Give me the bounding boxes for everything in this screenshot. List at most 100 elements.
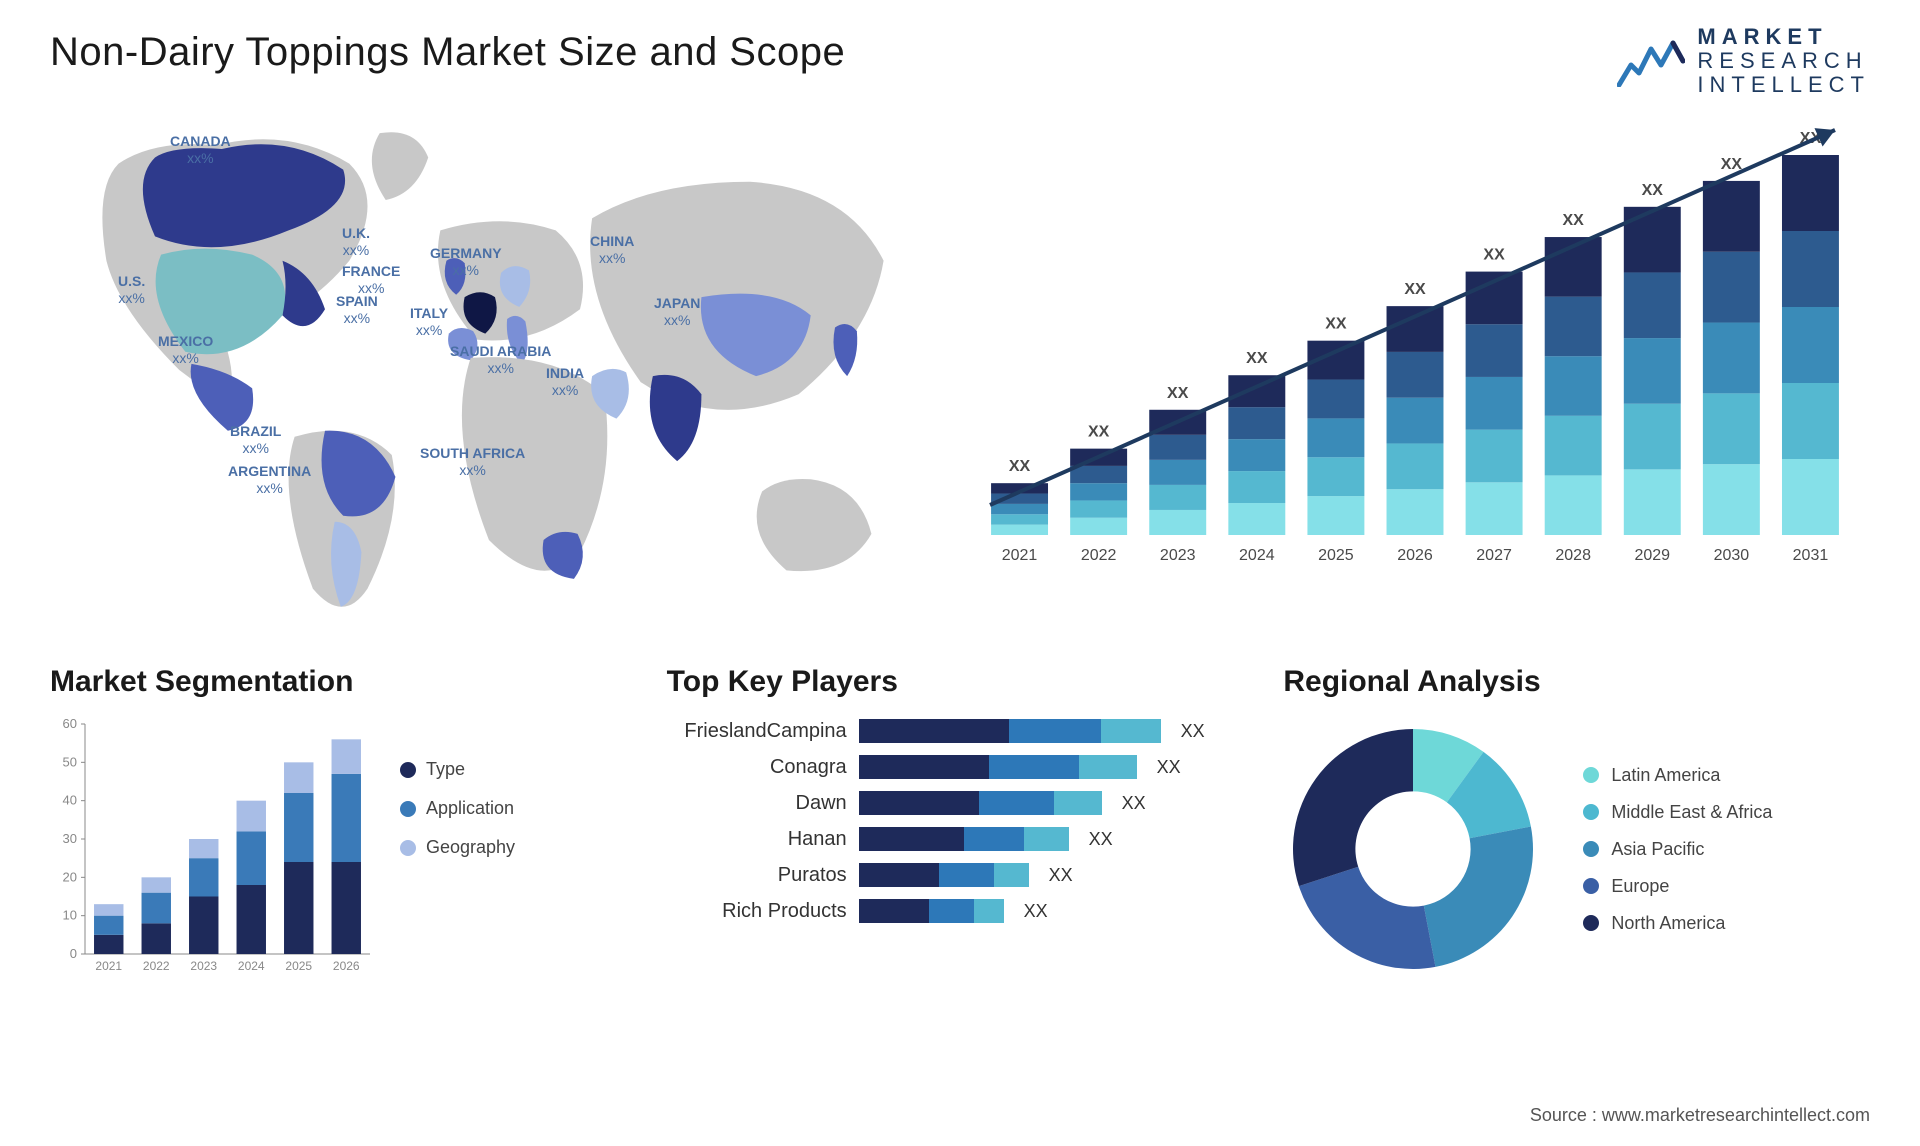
player-value: XX xyxy=(1089,829,1113,850)
svg-text:XX: XX xyxy=(1325,316,1347,333)
svg-text:2030: 2030 xyxy=(1714,547,1750,564)
svg-text:2027: 2027 xyxy=(1476,547,1512,564)
svg-text:2022: 2022 xyxy=(143,959,170,973)
player-row: Conagra XX xyxy=(667,755,1254,779)
svg-text:40: 40 xyxy=(63,793,77,808)
svg-text:2024: 2024 xyxy=(1239,547,1275,564)
svg-text:2031: 2031 xyxy=(1793,547,1829,564)
player-row: Dawn XX xyxy=(667,791,1254,815)
legend-item: Latin America xyxy=(1583,765,1772,786)
player-label: FrieslandCampina xyxy=(667,720,847,743)
svg-text:2026: 2026 xyxy=(1397,547,1433,564)
map-label: FRANCExx% xyxy=(342,263,400,297)
legend-item: Geography xyxy=(400,837,515,858)
logo-line2: RESEARCH xyxy=(1697,49,1870,73)
svg-text:XX: XX xyxy=(1009,458,1031,475)
segmentation-section: Market Segmentation 0 10 20 30 40 50 60 2021 202… xyxy=(50,665,637,1005)
map-label: ITALYxx% xyxy=(410,305,448,339)
player-value: XX xyxy=(1049,865,1073,886)
svg-text:XX: XX xyxy=(1721,156,1743,173)
player-row: Puratos XX xyxy=(667,863,1254,887)
player-row: Rich Products XX xyxy=(667,899,1254,923)
world-map: CANADAxx% U.S.xx% MEXICOxx% BRAZILxx% ARGENT… xyxy=(50,115,940,625)
player-bar xyxy=(859,863,1029,887)
map-label: JAPANxx% xyxy=(654,295,700,329)
svg-text:50: 50 xyxy=(63,754,77,769)
player-label: Hanan xyxy=(667,828,847,851)
map-label: CHINAxx% xyxy=(590,233,634,267)
logo: MARKET RESEARCH INTELLECT xyxy=(1617,25,1870,98)
svg-text:2023: 2023 xyxy=(1160,547,1196,564)
legend-item: Europe xyxy=(1583,876,1772,897)
map-label: ARGENTINAxx% xyxy=(228,463,311,497)
player-value: XX xyxy=(1181,721,1205,742)
segmentation-legend: Type Application Geography xyxy=(400,719,515,999)
svg-text:XX: XX xyxy=(1563,212,1585,229)
map-label: CANADAxx% xyxy=(170,133,231,167)
player-label: Conagra xyxy=(667,756,847,779)
regional-legend: Latin America Middle East & Africa Asia Pa… xyxy=(1583,765,1772,934)
map-label: SPAINxx% xyxy=(336,293,378,327)
svg-text:2024: 2024 xyxy=(238,959,265,973)
map-label: BRAZILxx% xyxy=(230,423,281,457)
player-bar xyxy=(859,791,1102,815)
legend-item: Application xyxy=(400,798,515,819)
map-label: SOUTH AFRICAxx% xyxy=(420,445,525,479)
player-bar xyxy=(859,719,1161,743)
player-label: Puratos xyxy=(667,864,847,887)
regional-title: Regional Analysis xyxy=(1283,665,1870,699)
logo-line1: MARKET xyxy=(1697,25,1870,49)
player-value: XX xyxy=(1024,901,1048,922)
svg-text:30: 30 xyxy=(63,831,77,846)
logo-icon xyxy=(1617,35,1685,87)
svg-text:20: 20 xyxy=(63,869,77,884)
player-value: XX xyxy=(1122,793,1146,814)
svg-text:2025: 2025 xyxy=(1318,547,1354,564)
map-label: GERMANYxx% xyxy=(430,245,502,279)
map-label: U.S.xx% xyxy=(118,273,145,307)
players-section: Top Key Players FrieslandCampinaXXConagr… xyxy=(667,665,1254,1005)
map-label: MEXICOxx% xyxy=(158,333,213,367)
map-label: U.K.xx% xyxy=(342,225,370,259)
legend-item: North America xyxy=(1583,913,1772,934)
legend-item: Asia Pacific xyxy=(1583,839,1772,860)
svg-text:XX: XX xyxy=(1088,424,1110,441)
svg-text:2026: 2026 xyxy=(333,959,360,973)
svg-text:XX: XX xyxy=(1246,350,1268,367)
segmentation-title: Market Segmentation xyxy=(50,665,637,699)
player-value: XX xyxy=(1157,757,1181,778)
regional-donut xyxy=(1283,719,1543,979)
svg-text:2023: 2023 xyxy=(190,959,217,973)
player-bar xyxy=(859,827,1069,851)
svg-text:2021: 2021 xyxy=(95,959,122,973)
player-label: Dawn xyxy=(667,792,847,815)
player-row: Hanan XX xyxy=(667,827,1254,851)
map-label: SAUDI ARABIAxx% xyxy=(450,343,551,377)
svg-text:XX: XX xyxy=(1642,182,1664,199)
svg-text:2021: 2021 xyxy=(1002,547,1038,564)
svg-text:2028: 2028 xyxy=(1555,547,1591,564)
svg-text:XX: XX xyxy=(1404,281,1426,298)
player-row: FrieslandCampina XX xyxy=(667,719,1254,743)
map-label: INDIAxx% xyxy=(546,365,584,399)
svg-text:XX: XX xyxy=(1483,247,1505,264)
source-text: Source : www.marketresearchintellect.com xyxy=(1530,1105,1870,1126)
player-label: Rich Products xyxy=(667,900,847,923)
svg-text:60: 60 xyxy=(63,719,77,731)
players-title: Top Key Players xyxy=(667,665,1254,699)
svg-text:2025: 2025 xyxy=(285,959,312,973)
svg-text:2029: 2029 xyxy=(1634,547,1670,564)
svg-text:0: 0 xyxy=(70,946,77,961)
growth-bar-chart: 2021 XX 2022 XX 2023 XX 2024 XX 2025 XX 2026 XX 2027… xyxy=(980,115,1870,625)
logo-line3: INTELLECT xyxy=(1697,73,1870,97)
players-list: FrieslandCampina XX Conagra XX Dawn XX Hanan XX… xyxy=(667,719,1254,923)
legend-item: Type xyxy=(400,759,515,780)
legend-item: Middle East & Africa xyxy=(1583,802,1772,823)
page-title: Non-Dairy Toppings Market Size and Scope xyxy=(50,30,1870,75)
svg-text:XX: XX xyxy=(1167,385,1189,402)
player-bar xyxy=(859,755,1137,779)
svg-text:2022: 2022 xyxy=(1081,547,1117,564)
player-bar xyxy=(859,899,1004,923)
svg-text:10: 10 xyxy=(63,908,77,923)
regional-section: Regional Analysis Latin America Middle Ea… xyxy=(1283,665,1870,1005)
